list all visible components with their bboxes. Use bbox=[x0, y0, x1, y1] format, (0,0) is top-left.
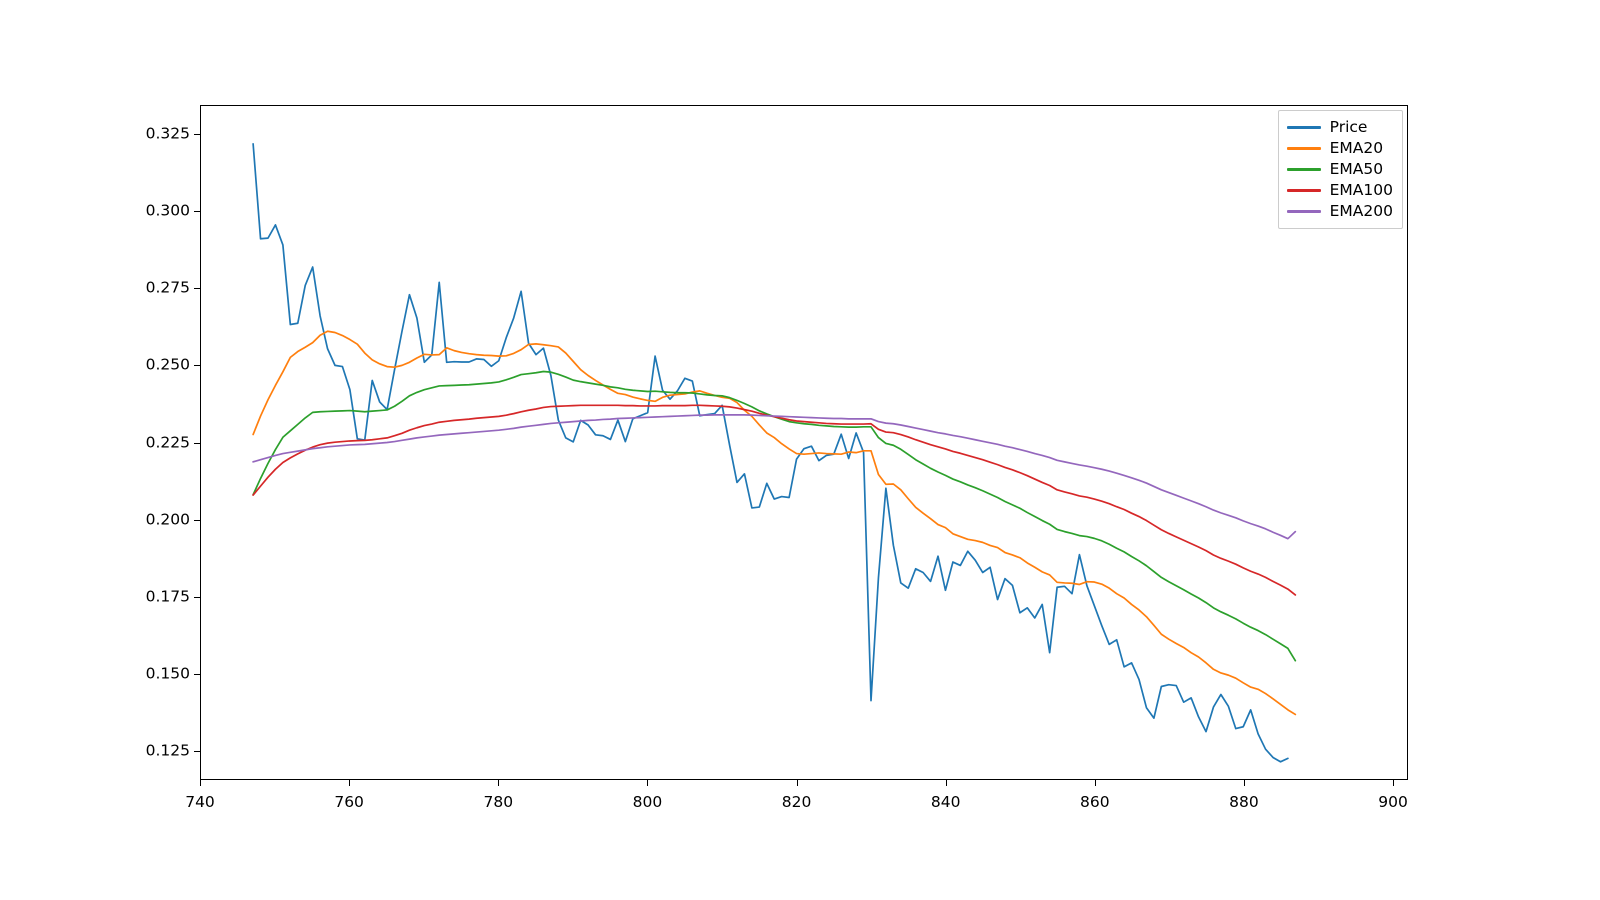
plot-axes: Price EMA20 EMA50 EMA100 EMA200 bbox=[200, 105, 1408, 780]
x-tick-mark bbox=[647, 780, 649, 786]
y-tick-label: 0.150 bbox=[145, 663, 190, 682]
series-line-ema200 bbox=[253, 415, 1295, 539]
y-tick-label: 0.200 bbox=[145, 509, 190, 528]
legend-swatch-price-icon bbox=[1286, 126, 1321, 129]
y-tick-mark bbox=[194, 365, 200, 367]
x-tick-mark bbox=[945, 780, 947, 786]
series-line-ema20 bbox=[253, 331, 1295, 714]
legend-swatch-ema50-icon bbox=[1286, 168, 1321, 171]
x-tick-mark bbox=[796, 780, 798, 786]
y-tick-mark bbox=[194, 211, 200, 213]
x-tick-label: 820 bbox=[781, 793, 812, 811]
y-tick-label: 0.225 bbox=[145, 432, 190, 451]
legend-label: Price bbox=[1329, 117, 1368, 136]
legend-item-ema200[interactable]: EMA200 bbox=[1286, 201, 1393, 222]
y-tick-mark bbox=[194, 596, 200, 598]
legend-swatch-ema100-icon bbox=[1286, 189, 1321, 192]
y-tick-mark bbox=[194, 519, 200, 521]
x-tick-label: 780 bbox=[483, 793, 514, 811]
y-tick-label: 0.300 bbox=[145, 201, 190, 220]
x-tick-label: 760 bbox=[334, 793, 364, 811]
legend-label: EMA100 bbox=[1329, 180, 1393, 199]
legend-swatch-ema200-icon bbox=[1286, 210, 1321, 213]
x-tick-label: 860 bbox=[1080, 793, 1110, 811]
x-tick-mark bbox=[498, 780, 500, 786]
x-tick-label: 900 bbox=[1378, 793, 1408, 811]
y-tick-label: 0.175 bbox=[145, 586, 190, 605]
legend-label: EMA200 bbox=[1329, 201, 1393, 220]
y-tick-mark bbox=[194, 134, 200, 136]
legend-label: EMA20 bbox=[1329, 138, 1384, 157]
chart-legend[interactable]: Price EMA20 EMA50 EMA100 EMA200 bbox=[1277, 110, 1403, 229]
legend-swatch-ema20-icon bbox=[1286, 147, 1321, 150]
series-line-ema100 bbox=[253, 405, 1295, 595]
legend-item-ema20[interactable]: EMA20 bbox=[1286, 138, 1393, 159]
x-tick-label: 740 bbox=[185, 793, 215, 811]
x-tick-label: 880 bbox=[1229, 793, 1259, 811]
x-tick-mark bbox=[1094, 780, 1096, 786]
legend-item-ema50[interactable]: EMA50 bbox=[1286, 159, 1393, 180]
x-tick-label: 800 bbox=[632, 793, 663, 811]
y-tick-mark bbox=[194, 288, 200, 290]
y-tick-label: 0.325 bbox=[145, 124, 190, 143]
x-tick-mark bbox=[1243, 780, 1245, 786]
series-line-price bbox=[253, 144, 1288, 762]
x-tick-label: 840 bbox=[930, 793, 961, 811]
x-tick-mark bbox=[1393, 780, 1395, 786]
y-tick-label: 0.125 bbox=[145, 740, 190, 759]
y-tick-mark bbox=[194, 750, 200, 752]
x-tick-mark bbox=[200, 780, 201, 786]
y-tick-mark bbox=[194, 442, 200, 444]
x-tick-mark bbox=[349, 780, 351, 786]
y-tick-label: 0.250 bbox=[145, 355, 190, 374]
y-tick-mark bbox=[194, 673, 200, 675]
legend-item-price[interactable]: Price bbox=[1286, 117, 1393, 138]
legend-label: EMA50 bbox=[1329, 159, 1384, 178]
legend-item-ema100[interactable]: EMA100 bbox=[1286, 180, 1393, 201]
plot-lines bbox=[201, 106, 1407, 779]
y-tick-label: 0.275 bbox=[145, 278, 190, 297]
